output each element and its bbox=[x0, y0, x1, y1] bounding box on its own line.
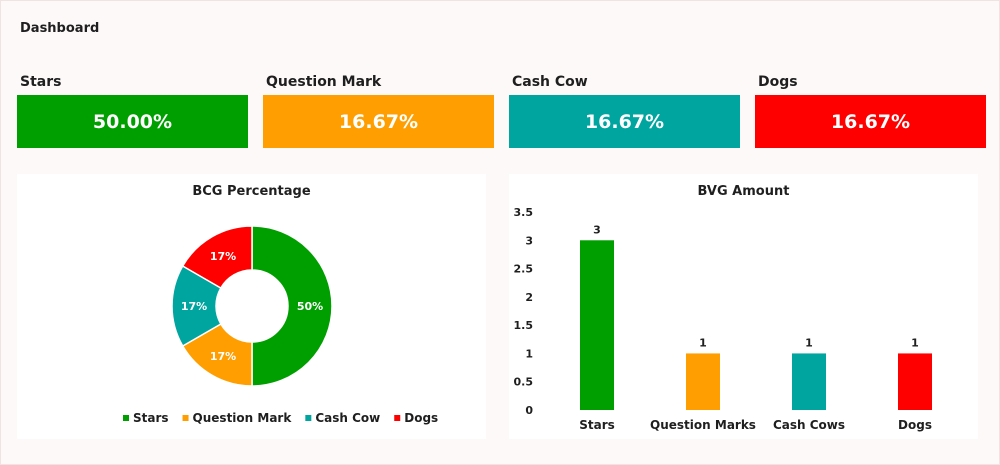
donut-chart-panel: BCG Percentage 50% 17% 17% 17% Stars Question… bbox=[17, 174, 486, 439]
legend-label: Stars bbox=[133, 411, 169, 425]
kpi-value-box: 16.67% bbox=[755, 95, 986, 148]
x-tick-label-stars: Stars bbox=[579, 418, 615, 432]
y-tick-label: 3 bbox=[525, 234, 533, 247]
kpi-value-box: 16.67% bbox=[263, 95, 494, 148]
donut-data-label-cash-cow: 17% bbox=[181, 300, 207, 313]
dashboard-title: Dashboard bbox=[20, 21, 100, 36]
x-tick-label-question-marks: Question Marks bbox=[650, 418, 756, 432]
donut-chart-title: BCG Percentage bbox=[192, 184, 311, 199]
x-tick-label-dogs: Dogs bbox=[898, 418, 932, 432]
kpi-value-box: 16.67% bbox=[509, 95, 740, 148]
legend-item-dogs: Dogs bbox=[394, 411, 438, 425]
y-tick-label: 3.5 bbox=[514, 206, 534, 219]
kpi-label: Dogs bbox=[758, 74, 798, 90]
y-tick-label: 1 bbox=[525, 347, 533, 360]
y-tick-label: 0.5 bbox=[514, 376, 534, 389]
bar-cash-cows bbox=[792, 353, 826, 410]
legend-swatch bbox=[305, 415, 312, 421]
legend-label: Cash Cow bbox=[315, 411, 380, 425]
kpi-value-box: 50.00% bbox=[17, 95, 248, 148]
kpi-value: 16.67% bbox=[584, 110, 665, 133]
kpi-label: Cash Cow bbox=[512, 74, 588, 90]
y-tick-label: 2 bbox=[525, 291, 533, 304]
bar-chart-panel: BVG Amount 0 0.5 1 1.5 2 2.5 3 3.5 3 Stars 1 Questi… bbox=[509, 174, 978, 439]
x-tick-label-cash-cows: Cash Cows bbox=[773, 418, 845, 432]
donut-slice-stars bbox=[251, 225, 333, 387]
kpi-value: 16.67% bbox=[338, 110, 419, 133]
kpi-value: 16.67% bbox=[830, 110, 911, 133]
bar-chart-title: BVG Amount bbox=[697, 184, 790, 199]
legend-swatch bbox=[123, 415, 129, 421]
bar-dogs bbox=[898, 353, 932, 410]
legend-swatch bbox=[182, 415, 189, 421]
bar-data-label-dogs: 1 bbox=[911, 336, 919, 349]
donut-chart: 50% 17% 17% 17% Stars Question Mark Cash Cow Do… bbox=[123, 225, 438, 425]
y-tick-label: 0 bbox=[525, 404, 533, 417]
legend-item-question-mark: Question Mark bbox=[182, 411, 293, 425]
bar-data-label-stars: 3 bbox=[593, 223, 601, 236]
legend-swatch bbox=[394, 415, 401, 421]
y-tick-label: 2.5 bbox=[514, 263, 534, 276]
bar-chart: 0 0.5 1 1.5 2 2.5 3 3.5 3 Stars 1 Question Marks 1 Ca… bbox=[514, 206, 932, 432]
donut-data-label-question-mark: 17% bbox=[210, 350, 236, 363]
bar-stars bbox=[580, 240, 614, 410]
kpi-value: 50.00% bbox=[92, 110, 173, 133]
bar-question-marks bbox=[686, 353, 720, 410]
kpi-question-mark: Question Mark 16.67% bbox=[263, 71, 494, 148]
kpi-cash-cow: Cash Cow 16.67% bbox=[509, 71, 740, 148]
donut-slice-dogs bbox=[181, 225, 253, 290]
kpi-label: Question Mark bbox=[266, 74, 382, 90]
kpi-stars: Stars 50.00% bbox=[17, 71, 248, 148]
legend-label: Question Mark bbox=[193, 411, 293, 425]
kpi-dogs: Dogs 16.67% bbox=[755, 71, 986, 148]
legend-item-stars: Stars bbox=[123, 411, 169, 425]
bar-data-label-question-marks: 1 bbox=[699, 336, 707, 349]
donut-data-label-dogs: 17% bbox=[210, 250, 236, 263]
bar-data-label-cash-cows: 1 bbox=[805, 336, 813, 349]
legend-item-cash-cow: Cash Cow bbox=[305, 411, 380, 425]
kpi-label: Stars bbox=[20, 74, 62, 90]
legend-label: Dogs bbox=[404, 411, 438, 425]
y-tick-label: 1.5 bbox=[514, 319, 534, 332]
donut-data-label-stars: 50% bbox=[297, 300, 323, 313]
